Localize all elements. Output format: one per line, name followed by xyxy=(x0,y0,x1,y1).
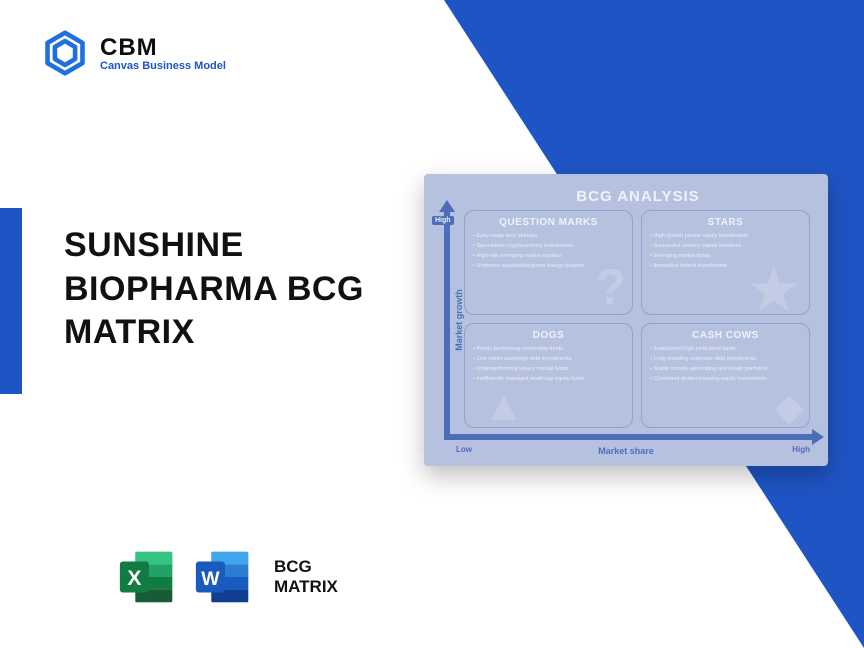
list-item: Stable income-generating real estate por… xyxy=(650,365,801,375)
quad-title: QUESTION MARKS xyxy=(473,217,624,228)
icons-label: BCG MATRIX xyxy=(274,557,338,598)
quadrant-cash-cows: CASH COWS Established high-yield bond fu… xyxy=(641,323,810,428)
excel-icon: X xyxy=(116,546,178,608)
logo-icon xyxy=(42,30,88,76)
list-item: Underperforming legacy mutual funds xyxy=(473,365,624,375)
x-axis xyxy=(444,434,814,440)
list-item: Poorly performing commodity funds xyxy=(473,345,624,355)
x-axis-label: Market share xyxy=(598,446,654,456)
quad-list: Poorly performing commodity funds Low-re… xyxy=(473,345,624,385)
list-item: High-growth private equity investments xyxy=(650,232,801,242)
list-item: Consistent dividend-paying equity invest… xyxy=(650,375,801,385)
y-axis xyxy=(444,210,450,434)
word-icon: W xyxy=(192,546,254,608)
list-item: Unproven sustainable/green energy projec… xyxy=(473,262,624,272)
list-item: Inefficiently managed small-cap equity f… xyxy=(473,375,624,385)
quadrant-stars: STARS High-growth private equity investm… xyxy=(641,210,810,315)
dog-icon: ▲ xyxy=(483,385,525,427)
quad-title: DOGS xyxy=(473,330,624,341)
quad-title: STARS xyxy=(650,217,801,228)
quad-list: High-growth private equity investments S… xyxy=(650,232,801,272)
list-item: Early-stage tech startups xyxy=(473,232,624,242)
list-item: High-risk emerging market equities xyxy=(473,252,624,262)
logo: CBM Canvas Business Model xyxy=(42,30,226,76)
file-icons-row: X W BCG MATRIX xyxy=(116,546,338,608)
logo-tagline: Canvas Business Model xyxy=(100,60,226,72)
list-item: Emerging market funds xyxy=(650,252,801,262)
list-item: Low-return sovereign debt investments xyxy=(473,355,624,365)
y-axis-high: High xyxy=(432,216,454,225)
y-axis-label: Market growth xyxy=(454,289,464,351)
list-item: Speculative cryptocurrency investments xyxy=(473,242,624,252)
list-item: Innovative fintech investments xyxy=(650,262,801,272)
matrix-title: BCG ANALYSIS xyxy=(466,188,810,205)
quad-list: Established high-yield bond funds Long-s… xyxy=(650,345,801,385)
logo-brand: CBM xyxy=(100,34,226,62)
list-item: Established high-yield bond funds xyxy=(650,345,801,355)
bcg-matrix-card: BCG ANALYSIS Market growth Market share … xyxy=(424,174,828,466)
quadrant-grid: QUESTION MARKS Early-stage tech startups… xyxy=(464,210,810,428)
quad-list: Early-stage tech startups Speculative cr… xyxy=(473,232,624,272)
x-axis-high: High xyxy=(792,445,810,454)
list-item: Long-standing corporate debt investments xyxy=(650,355,801,365)
icons-label-line1: BCG xyxy=(274,557,338,577)
quadrant-question-marks: QUESTION MARKS Early-stage tech startups… xyxy=(464,210,633,315)
svg-text:X: X xyxy=(127,566,142,590)
axis-low: Low xyxy=(456,445,472,454)
svg-text:W: W xyxy=(201,568,220,590)
list-item: Successful venture capital initiatives xyxy=(650,242,801,252)
accent-bar xyxy=(0,208,22,394)
page-title: SUNSHINE BIOPHARMA BCG MATRIX xyxy=(64,224,404,355)
quadrant-dogs: DOGS Poorly performing commodity funds L… xyxy=(464,323,633,428)
cow-icon: ◆ xyxy=(775,389,803,425)
quad-title: CASH COWS xyxy=(650,330,801,341)
icons-label-line2: MATRIX xyxy=(274,577,338,597)
